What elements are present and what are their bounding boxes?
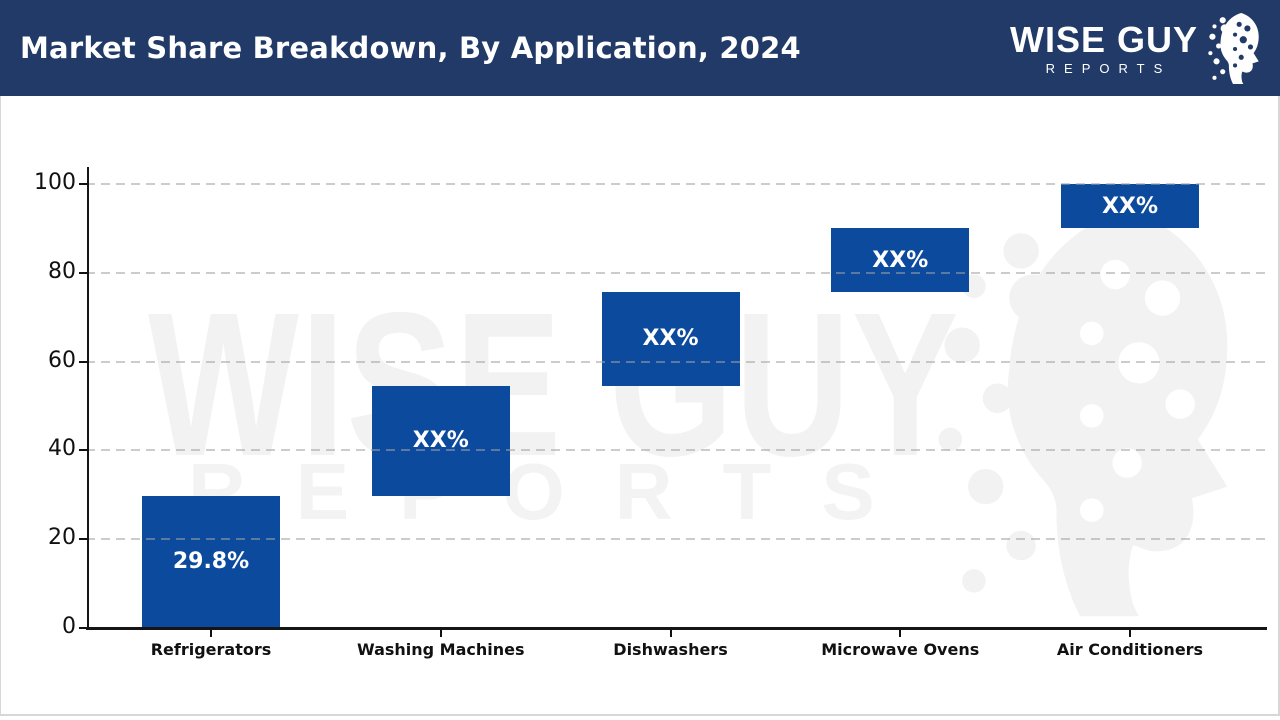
bar-value-label: XX% — [412, 428, 469, 454]
bar-value-label: XX% — [1102, 193, 1158, 219]
x-axis-tick — [669, 629, 672, 637]
logo-wordmark: WISE GUY REPORTS — [1009, 18, 1198, 76]
x-axis-tick — [1129, 629, 1131, 637]
gridline-60 — [86, 360, 1267, 363]
x-axis-tick — [210, 629, 212, 637]
gridline-20 — [86, 538, 1267, 541]
x-axis-category-label: Air Conditioners — [1056, 640, 1204, 659]
frame-border-left — [0, 96, 1, 716]
y-axis-line — [87, 167, 89, 630]
watermark-text-line1: WISE GUY — [148, 270, 961, 499]
y-axis-tick-label: 100 — [34, 170, 76, 195]
bar-value-label: 29.8% — [172, 549, 250, 575]
header-bar: Market Share Breakdown, By Application, … — [0, 0, 1280, 96]
logo-wordmark-line2: REPORTS — [1045, 60, 1172, 76]
y-axis-tick-20 — [79, 538, 88, 541]
x-axis-tick — [439, 629, 442, 637]
x-axis-line — [86, 627, 1267, 630]
y-axis-tick-60 — [79, 360, 88, 363]
y-axis-tick-40 — [79, 449, 88, 452]
brand-logo: WISE GUY REPORTS — [1010, 12, 1262, 84]
y-axis-tick-label: 0 — [62, 614, 76, 639]
bar-air-conditioners: XX% — [1061, 184, 1199, 228]
bar-microwave-ovens: XX% — [831, 227, 970, 293]
y-axis-tick-label: 20 — [48, 525, 76, 551]
gridline-40 — [86, 449, 1267, 452]
frame-border-right — [1278, 96, 1280, 716]
gridline-100 — [86, 183, 1267, 185]
x-axis-category-label: Refrigerators — [150, 640, 272, 659]
bar-value-label: XX% — [872, 247, 929, 273]
page-title: Market Share Breakdown, By Application, … — [20, 31, 801, 65]
frame-border-bottom — [0, 714, 1280, 716]
bar-dishwashers: XX% — [601, 292, 740, 386]
bar-value-label: XX% — [642, 326, 699, 352]
y-axis-tick-0 — [79, 627, 88, 629]
bar-refrigerators: 29.8% — [142, 495, 280, 628]
logo-wordmark-line1: WISE GUY — [1009, 18, 1198, 60]
bar-washing-machines: XX% — [371, 385, 510, 496]
y-axis-tick-100 — [79, 183, 88, 185]
y-axis-tick-label: 60 — [48, 347, 76, 373]
watermark-text-line2: REPORTS — [188, 447, 925, 536]
y-axis-tick-label: 40 — [48, 436, 76, 462]
x-axis-category-label: Microwave Ovens — [821, 640, 980, 659]
x-axis-category-label: Washing Machines — [356, 640, 525, 659]
x-axis-category-label: Dishwashers — [613, 640, 728, 659]
dotted-face-profile-icon — [1208, 13, 1259, 84]
y-axis-tick-80 — [79, 271, 88, 274]
gridline-80 — [86, 271, 1267, 274]
x-axis-tick — [899, 629, 902, 637]
y-axis-tick-label: 80 — [48, 258, 76, 284]
